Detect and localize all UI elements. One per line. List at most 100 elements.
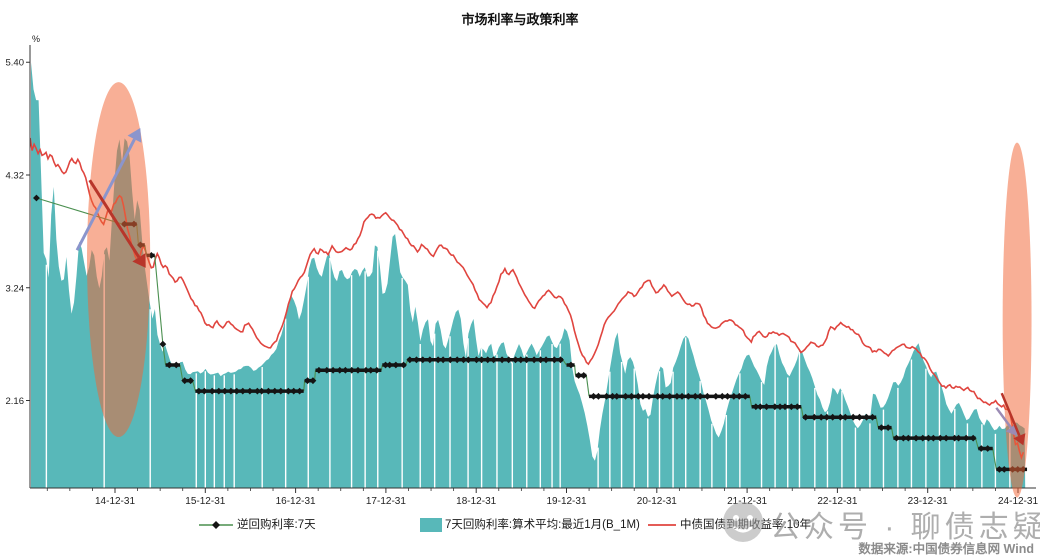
policy-step-marker [595, 392, 602, 400]
policy-step-marker [265, 387, 272, 395]
policy-step-marker [233, 387, 241, 395]
policy-step-marker [460, 356, 467, 364]
policy-step-marker [691, 392, 699, 400]
arrow-down-red-right [1000, 392, 1021, 437]
policy-step-marker [849, 413, 857, 421]
policy-step-marker [863, 413, 870, 421]
annotation-group [75, 82, 1032, 498]
chart-title: 市场利率与政策利率 [461, 12, 579, 27]
step-connector-line [574, 364, 577, 376]
policy-step-marker [498, 356, 506, 364]
policy-step-marker [215, 387, 223, 395]
policy-step-marker [678, 392, 686, 400]
policy-step-marker [221, 387, 229, 395]
policy-step-marker [373, 366, 381, 374]
policy-step-marker [284, 387, 292, 395]
policy-step-marker [884, 424, 892, 432]
step-connector-line [749, 396, 753, 407]
policy-step-marker [517, 356, 525, 364]
policy-step-marker [752, 403, 760, 411]
policy-step-marker [557, 356, 564, 364]
policy-step-marker [776, 403, 784, 411]
policy-step-marker [258, 387, 266, 395]
policy-step-marker [793, 403, 801, 411]
arrow-down-dark-red-head [132, 253, 146, 268]
x-tick-label: 20-12-31 [637, 496, 677, 507]
policy-step-marker [382, 361, 389, 369]
policy-step-marker [446, 356, 454, 364]
policy-step-marker [810, 413, 818, 421]
line-diamond-swatch-icon [199, 521, 233, 529]
policy-step-marker [942, 434, 950, 442]
policy-step-marker [977, 445, 985, 452]
y-tick-label: 2.16 [6, 396, 25, 407]
policy-step-marker [309, 377, 317, 385]
x-tick-label: 15-12-31 [185, 496, 225, 507]
legend-label-treasury-yield: 中债国债到期收益率:10年 [680, 519, 811, 531]
policy-step-marker [929, 434, 937, 442]
step-connector-line [875, 417, 879, 428]
policy-step-marker [386, 361, 394, 369]
policy-step-marker [478, 356, 485, 364]
highlight-2015-ellipse [87, 82, 151, 438]
policy-step-marker [439, 356, 447, 364]
policy-step-marker [771, 403, 779, 411]
policy-step-marker [239, 387, 247, 395]
policy-step-marker [613, 392, 621, 400]
policy-step-marker [329, 366, 337, 374]
policy-rate-group [33, 194, 1028, 473]
area-swatch-icon [420, 518, 442, 532]
policy-step-marker [406, 356, 414, 364]
legend-item-reverse-repo: 逆回购利率:7天 [198, 516, 316, 534]
policy-step-marker [590, 392, 597, 400]
x-tick-label: 14-12-31 [95, 496, 135, 507]
policy-step-marker [609, 392, 616, 400]
policy-step-marker [817, 413, 825, 421]
step-connector-line [585, 375, 590, 397]
highlight-2024-ellipse [1002, 142, 1032, 498]
treasury-yield-group [30, 137, 1025, 461]
policy-step-marker [419, 356, 427, 364]
policy-step-marker [703, 392, 711, 400]
legend-item-treasury-yield: 中债国债到期收益率:10年 [647, 516, 811, 534]
policy-step-marker [893, 434, 900, 442]
policy-step-marker [33, 194, 40, 202]
policy-step-marker [271, 387, 279, 395]
policy-step-marker [567, 361, 575, 369]
step-connector-line [303, 380, 306, 392]
policy-step-marker [781, 403, 789, 411]
policy-step-marker [634, 392, 642, 400]
policy-step-marker [659, 392, 667, 400]
policy-step-marker [666, 392, 674, 400]
step-connector-line [154, 255, 164, 345]
x-tick-label: 21-12-31 [727, 496, 767, 507]
policy-step-marker [227, 387, 235, 395]
policy-step-marker [919, 434, 927, 442]
policy-step-marker [246, 387, 254, 395]
legend: 逆回购利率:7天 7天回购利率:算术平均:最近1月(B_1M) 中债国债到期收益… [0, 516, 1040, 536]
x-tick-label: 17-12-31 [366, 496, 406, 507]
line-swatch-icon [648, 524, 676, 526]
y-axis-unit-label: % [32, 34, 40, 44]
policy-step-marker [537, 356, 545, 364]
policy-step-marker [628, 392, 635, 400]
policy-step-marker [735, 392, 743, 400]
policy-step-marker [195, 387, 203, 395]
policy-step-marker [639, 392, 647, 400]
policy-step-marker [490, 356, 498, 364]
policy-step-marker [856, 413, 863, 421]
policy-step-marker [200, 387, 208, 395]
policy-step-marker [995, 466, 1003, 473]
policy-step-marker [962, 434, 970, 442]
policy-step-marker [362, 366, 370, 374]
data-source-note: 数据来源:中国债券信息网 Wind [858, 542, 1034, 556]
treasury-yield-line [30, 137, 1025, 461]
step-connector-line [800, 406, 804, 418]
arrow-up-blue-head [127, 128, 142, 143]
x-tick-label: 22-12-31 [817, 496, 857, 507]
x-tick-label: 16-12-31 [276, 496, 316, 507]
y-tick-label: 4.32 [6, 171, 25, 182]
policy-step-marker [413, 356, 420, 364]
policy-step-marker [603, 392, 610, 400]
policy-step-marker [505, 356, 513, 364]
